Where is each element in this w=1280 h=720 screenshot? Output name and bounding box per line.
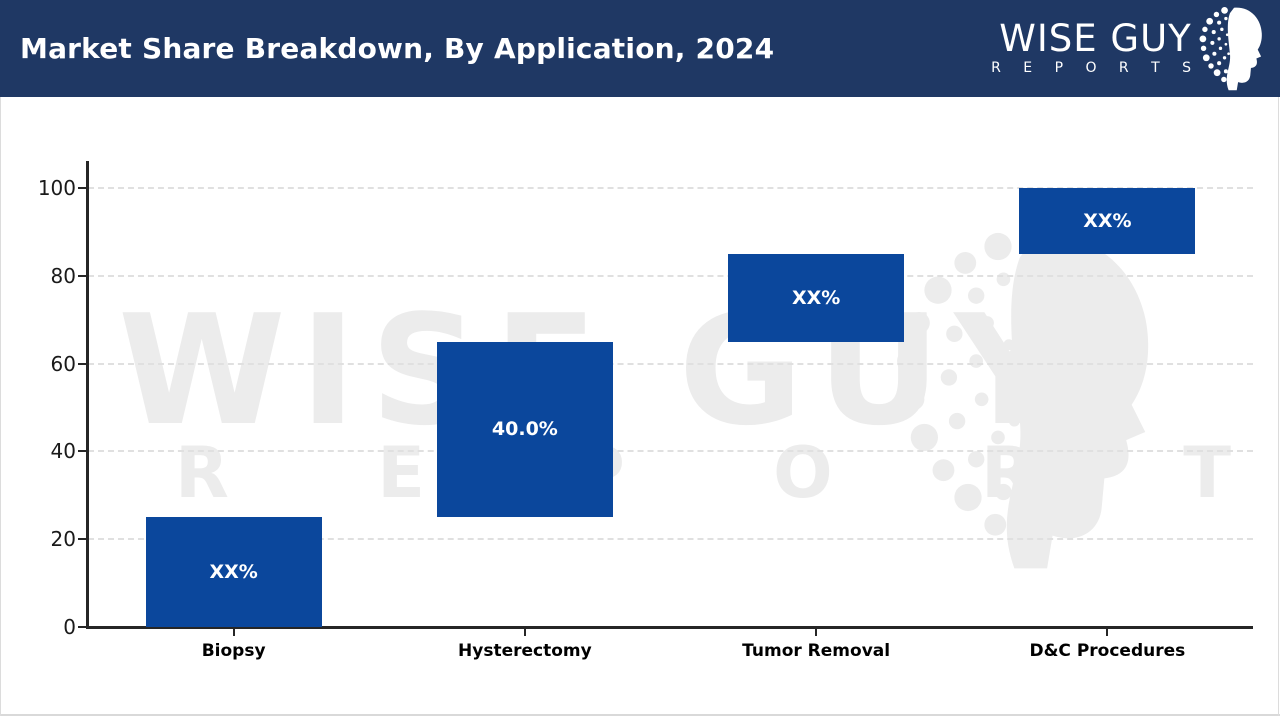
x-tick-mark <box>523 628 526 636</box>
y-tick-label: 20 <box>50 527 76 552</box>
bar-value-label: XX% <box>1083 209 1132 232</box>
y-axis-line <box>86 161 89 627</box>
x-tick-mark <box>1106 628 1109 636</box>
gridline <box>88 450 1253 453</box>
y-tick-mark <box>78 450 86 453</box>
y-tick-mark <box>78 187 86 189</box>
logo-subtext: R E P O R T S <box>991 60 1200 76</box>
watermark-subtext: R E P O R T S <box>175 432 1280 514</box>
logo-text: WISE GUY R E P O R T S <box>991 17 1200 77</box>
y-tick-mark <box>78 626 86 628</box>
x-tick-label: Tumor Removal <box>742 641 891 661</box>
header-bar: Market Share Breakdown, By Application, … <box>0 0 1280 97</box>
y-tick-label: 0 <box>63 615 76 639</box>
bar-d-c-procedures: XX% <box>1019 188 1196 254</box>
bar-value-label: XX% <box>791 286 841 309</box>
y-tick-label: 40 <box>50 439 76 464</box>
bar-value-label: XX% <box>209 561 258 584</box>
y-tick-label: 60 <box>50 351 76 376</box>
y-tick-mark <box>78 538 86 541</box>
y-tick-mark <box>78 274 86 277</box>
x-tick-mark <box>815 628 818 636</box>
gridline <box>88 274 1253 277</box>
chart-title: Market Share Breakdown, By Application, … <box>20 32 775 65</box>
right-border <box>1278 97 1279 716</box>
bottom-border <box>0 714 1280 716</box>
x-tick-mark <box>232 628 235 636</box>
gridline <box>88 362 1253 365</box>
y-tick-mark <box>78 362 86 365</box>
bar-hysterectomy: 40.0% <box>436 341 613 518</box>
x-axis-line <box>86 626 1253 629</box>
gridline <box>88 187 1253 189</box>
wiseguy-logo: WISE GUY R E P O R T S <box>991 0 1272 97</box>
x-tick-label: Biopsy <box>201 641 266 661</box>
bar-tumor-removal: XX% <box>728 253 905 342</box>
left-border <box>0 97 1 716</box>
bar-biopsy: XX% <box>145 517 322 627</box>
x-tick-label: D&C Procedures <box>1029 641 1186 661</box>
y-tick-label: 100 <box>37 176 76 200</box>
x-tick-label: Hysterectomy <box>458 641 592 661</box>
y-tick-label: 80 <box>50 263 76 288</box>
logo-face-icon <box>1199 7 1262 91</box>
logo-wordmark: WISE GUY <box>999 17 1192 60</box>
bar-value-label: 40.0% <box>491 418 558 441</box>
gridline <box>88 538 1253 541</box>
